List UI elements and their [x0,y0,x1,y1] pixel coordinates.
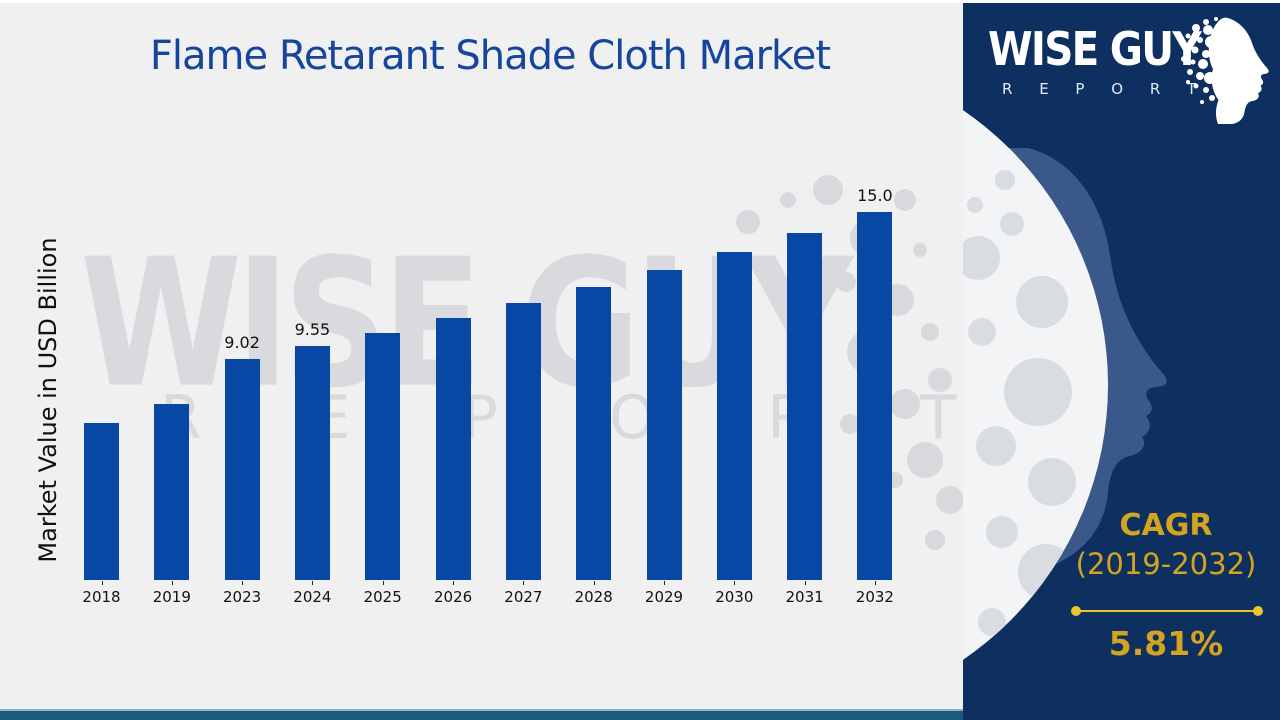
x-tick-label-2029: 2029 [644,588,684,606]
bar-2024 [294,346,330,580]
x-axis-tick [664,581,665,585]
logo-head-icon [1181,17,1269,125]
x-axis-tick [312,581,314,585]
cagr-label: CAGR [1119,508,1213,543]
bottom-accent-strip [0,709,963,720]
cagr-value: 5.81% [1108,624,1224,663]
x-tick-label-2026: 2026 [434,588,473,606]
bar-2026 [435,318,471,580]
x-axis-tick [593,581,595,585]
bar-2031 [787,233,823,580]
bar-2019 [154,404,190,580]
bar-value-label-2023: 9.02 [224,333,260,352]
chart-title: Flame Retarant Shade Cloth Market [149,33,831,79]
x-tick-label-2024: 2024 [293,588,332,606]
x-tick-label-2019: 2019 [152,588,191,606]
x-tick-label-2032: 2032 [855,588,894,606]
bar-2028 [576,287,612,580]
logo-wiseguy-text: WISE GUY [988,22,1202,76]
x-axis-tick [382,581,384,585]
top-border-strip [0,0,1280,3]
x-tick-label-2023: 2023 [223,588,262,606]
x-axis-tick [242,581,244,585]
x-axis-tick [804,581,806,585]
bar-value-label-2024: 9.55 [294,320,331,339]
bar-2029 [646,270,682,580]
bar-2027 [505,303,541,580]
bar-2032 [857,212,893,580]
logo-reports-text: R E P O R T S [1002,80,1244,98]
x-axis-tick [453,581,455,585]
cagr-range: (2019-2032) [1075,547,1257,581]
x-tick-label-2018: 2018 [82,588,121,606]
x-tick-label-2028: 2028 [574,588,613,606]
bar-2023 [224,359,260,580]
x-axis-tick [171,581,173,585]
bar-2018 [84,423,119,580]
x-tick-label-2025: 2025 [363,588,402,606]
y-axis-label: Market Value in USD Billion [34,237,62,563]
bar-2025 [365,333,401,580]
x-axis-tick [874,581,876,585]
circle-dot-blobs [963,170,1076,670]
x-tick-label-2027: 2027 [504,588,543,606]
x-axis-tick [523,581,525,585]
x-axis-tick [734,581,736,585]
x-tick-label-2030: 2030 [715,588,754,606]
bar-2030 [716,252,752,580]
x-tick-label-2031: 2031 [785,588,824,606]
bar-value-label-2032: 15.0 [857,186,893,205]
x-axis-tick [101,581,103,585]
cagr-divider-line [1071,606,1263,616]
